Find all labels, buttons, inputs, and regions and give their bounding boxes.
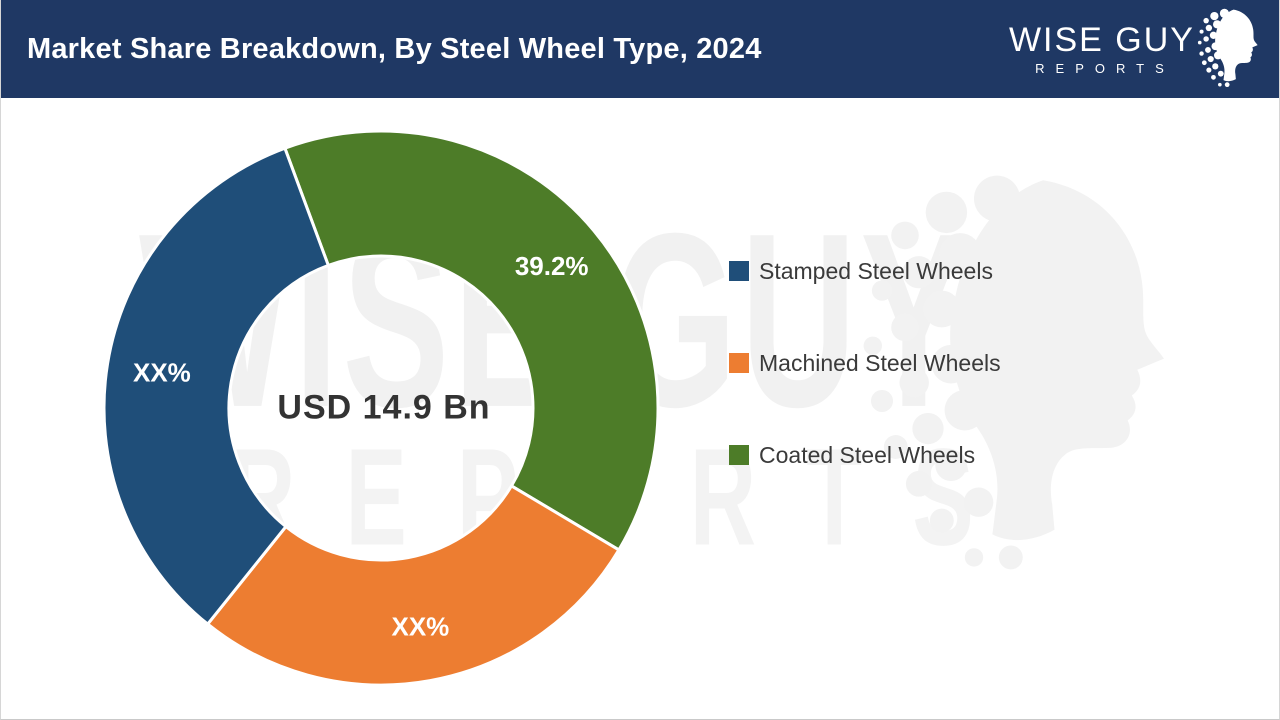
legend-label: Machined Steel Wheels [759,349,1001,376]
slice-percentage-label: XX% [133,358,191,388]
legend-swatch-orange [729,353,749,373]
brand-logo-text: WISE GUY REPORTS [1009,23,1195,75]
legend-item-machined-steel-wheels: Machined Steel Wheels [729,351,1001,375]
legend-item-stamped-steel-wheels: Stamped Steel Wheels [729,259,1001,283]
pie-slice-stamped-steel-wheels [102,146,330,626]
header-bar: Market Share Breakdown, By Steel Wheel T… [1,0,1279,98]
legend-item-coated-steel-wheels: Coated Steel Wheels [729,443,1001,467]
legend-label: Coated Steel Wheels [759,441,976,468]
legend-swatch-blue [729,261,749,281]
legend-swatch-green [729,445,749,465]
page-title: Market Share Breakdown, By Steel Wheel T… [27,32,762,65]
brand-name: WISE GUY [1008,21,1195,59]
brand-logo: WISE GUY REPORTS [1009,7,1261,91]
chart-legend: Stamped Steel Wheels Machined Steel Whee… [729,259,1001,535]
brand-subname: REPORTS [1035,61,1175,76]
slice-percentage-label: 39.2% [515,251,589,281]
pie-slice-machined-steel-wheels [206,484,621,687]
legend-label: Stamped Steel Wheels [759,257,993,284]
pie-slice-coated-steel-wheels [283,129,660,552]
brand-face-icon [1197,8,1258,88]
slice-percentage-label: XX% [391,612,449,642]
donut-center-value: USD 14.9 Bn [277,388,491,427]
